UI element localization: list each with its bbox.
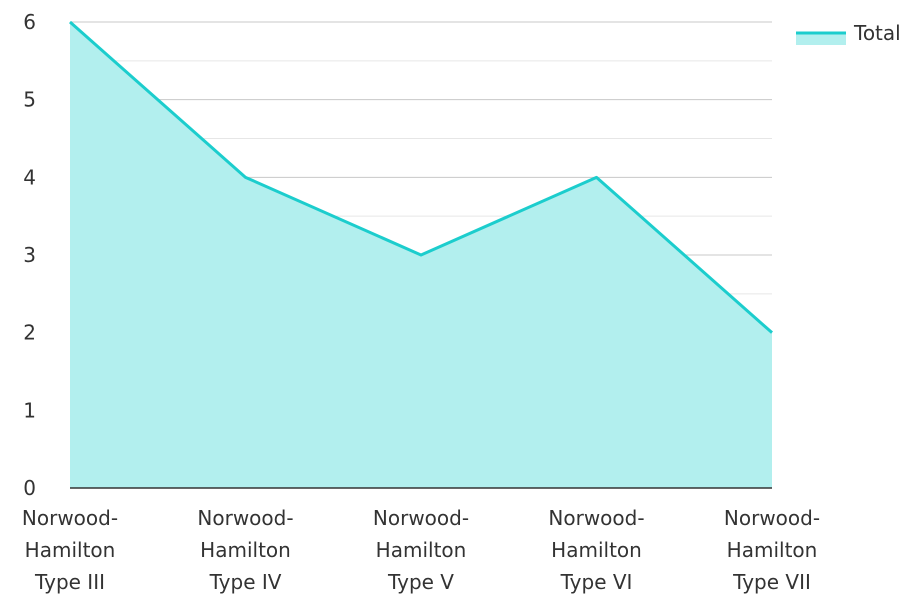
y-tick-label: 5 xyxy=(23,88,36,112)
x-tick-label: Norwood-Hamilton Type VI xyxy=(548,506,644,594)
legend-swatch-total xyxy=(796,33,846,45)
legend-label-total: Total xyxy=(853,21,901,45)
x-tick-label: Norwood-Hamilton Type IV xyxy=(197,506,293,594)
legend: Total xyxy=(796,21,901,45)
x-tick-label: Norwood-Hamilton Type V xyxy=(373,506,469,594)
series-line-total xyxy=(69,20,773,334)
y-tick-label: 1 xyxy=(23,398,36,422)
y-tick-label: 0 xyxy=(23,476,36,500)
y-tick-label: 6 xyxy=(23,10,36,34)
x-axis-tick-labels: Norwood-Hamilton Type III Norwood-Hamilton… xyxy=(22,506,820,594)
y-tick-label: 2 xyxy=(23,321,36,345)
y-tick-label: 4 xyxy=(23,165,36,189)
series-line-layer xyxy=(69,20,773,334)
x-tick-label: Norwood-Hamilton Type VII xyxy=(724,506,820,594)
y-axis-tick-labels: 0 1 2 3 4 5 6 xyxy=(23,10,36,500)
y-tick-label: 3 xyxy=(23,243,36,267)
x-tick-label: Norwood-Hamilton Type III xyxy=(22,506,118,594)
